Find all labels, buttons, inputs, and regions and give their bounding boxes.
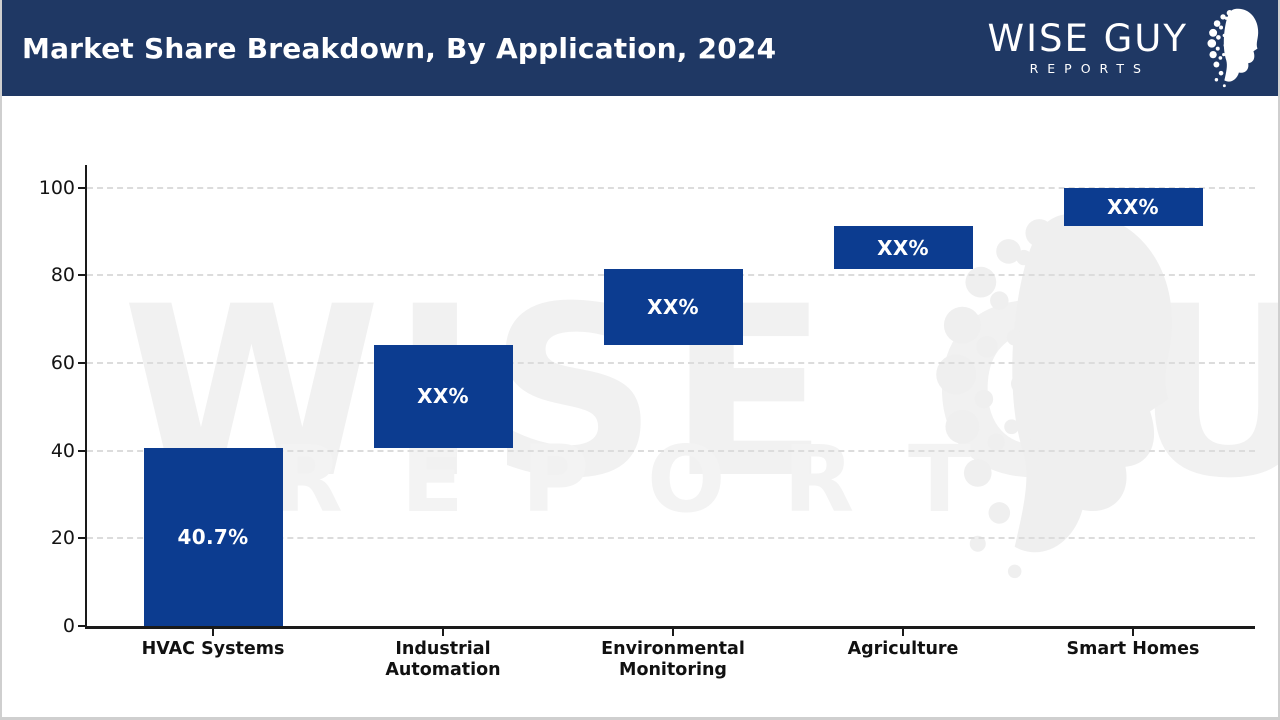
y-tick-mark xyxy=(78,537,87,540)
x-tick-mark xyxy=(212,629,214,636)
y-tick-label: 80 xyxy=(50,264,75,287)
bar-3: XX% xyxy=(603,269,743,346)
header-bar: Market Share Breakdown, By Application, … xyxy=(2,0,1278,96)
bar-2: XX% xyxy=(373,345,513,448)
chart-area: WISE GUY REPORTS 02040608010040.7%XX%XX%… xyxy=(2,96,1278,715)
y-tick-mark xyxy=(78,625,87,627)
gridline xyxy=(87,537,1255,540)
y-tick-label: 40 xyxy=(50,439,75,462)
bar-value-label: 40.7% xyxy=(177,524,249,549)
brand-logo: WISE GUY REPORTS xyxy=(988,5,1264,91)
y-tick-label: 100 xyxy=(38,176,75,199)
x-tick-mark xyxy=(672,629,674,636)
x-tick-mark xyxy=(902,629,904,636)
gridline xyxy=(87,186,1255,189)
gridline xyxy=(87,361,1255,364)
y-tick-label: 60 xyxy=(50,351,75,374)
logo-name: WISE GUY xyxy=(987,17,1188,60)
x-category-label: HVAC Systems xyxy=(141,639,285,659)
logo-wordmark: WISE GUY REPORTS xyxy=(988,20,1188,76)
bar-value-label: XX% xyxy=(647,295,699,320)
x-axis xyxy=(85,626,1255,629)
x-tick-mark xyxy=(1132,629,1134,636)
x-category-label: Agriculture xyxy=(847,639,959,659)
y-tick-label: 20 xyxy=(50,527,75,550)
x-category-label: Industrial Automation xyxy=(385,639,501,680)
bar-value-label: XX% xyxy=(1107,194,1159,219)
y-tick-mark xyxy=(78,361,87,364)
bar-4: XX% xyxy=(833,225,973,270)
bar-1: 40.7% xyxy=(143,447,283,626)
y-tick-mark xyxy=(78,274,87,277)
bar-value-label: XX% xyxy=(877,235,929,260)
logo-subtitle: REPORTS xyxy=(1029,61,1150,76)
plot: 0 20 40 60 80 100 40.7% XX% XX% XX% XX% HVAC System… xyxy=(2,96,1278,715)
gridline xyxy=(87,449,1255,452)
y-axis xyxy=(85,165,87,628)
chart-title: Market Share Breakdown, By Application, … xyxy=(22,31,777,65)
bar-value-label: XX% xyxy=(417,384,469,409)
x-tick-mark xyxy=(442,629,444,636)
logo-face-icon xyxy=(1207,8,1259,88)
y-tick-mark xyxy=(78,449,87,452)
y-tick-mark xyxy=(78,186,87,189)
y-tick-label: 0 xyxy=(62,615,75,637)
x-category-label: Smart Homes xyxy=(1066,639,1200,659)
bar-5: XX% xyxy=(1063,187,1203,226)
x-category-label: Environmental Monitoring xyxy=(601,639,745,680)
